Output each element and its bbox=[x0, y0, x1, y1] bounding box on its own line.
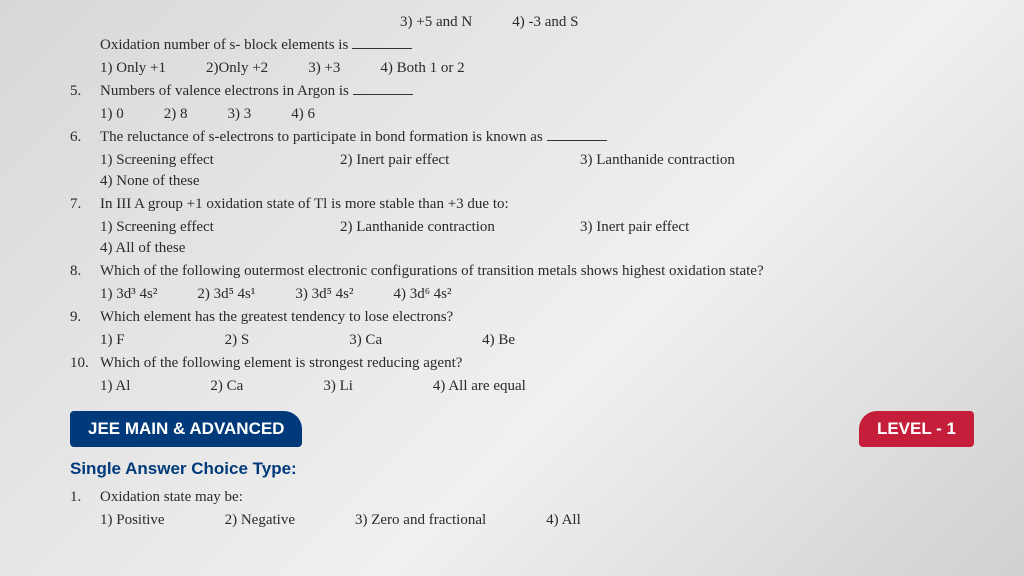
opt-3: 3) 3d⁵ 4s² bbox=[295, 284, 353, 305]
options-6: 1) Screening effect 2) Inert pair effect… bbox=[100, 150, 974, 192]
opt-4: 4) 6 bbox=[291, 104, 315, 125]
question-number: 9. bbox=[70, 307, 100, 328]
question-number: 1. bbox=[70, 487, 100, 508]
question-number: 5. bbox=[70, 81, 100, 102]
question-text: Which of the following element is strong… bbox=[100, 353, 974, 374]
question-text: Numbers of valence electrons in Argon is bbox=[100, 83, 353, 99]
blank-line bbox=[352, 48, 412, 49]
options-8: 1) 3d³ 4s² 2) 3d⁵ 4s¹ 3) 3d⁵ 4s² 4) 3d⁶ … bbox=[100, 284, 974, 305]
question-text: Oxidation number of s- block elements is bbox=[100, 37, 352, 53]
opt-4: 4) Be bbox=[482, 330, 515, 351]
partial-top-options: 3) +5 and N 4) -3 and S bbox=[400, 12, 974, 33]
opt-2: 2) 8 bbox=[164, 104, 188, 125]
options-5: 1) 0 2) 8 3) 3 4) 6 bbox=[100, 104, 974, 125]
opt-1: 1) 0 bbox=[100, 104, 124, 125]
question-4: Oxidation number of s- block elements is bbox=[70, 35, 974, 56]
opt-3: 3) +3 bbox=[308, 58, 340, 79]
opt-4: 4) -3 and S bbox=[512, 12, 578, 33]
opt-3: 3) Li bbox=[323, 376, 353, 397]
question-number: 7. bbox=[70, 194, 100, 215]
section-question-1: 1. Oxidation state may be: bbox=[70, 487, 974, 508]
opt-1: 1) F bbox=[100, 330, 125, 351]
options-4: 1) Only +1 2)Only +2 3) +3 4) Both 1 or … bbox=[100, 58, 974, 79]
opt-4: 4) All of these bbox=[100, 238, 300, 259]
opt-3: 3) Inert pair effect bbox=[580, 217, 780, 238]
opt-3: 3) +5 and N bbox=[400, 12, 472, 33]
options-9: 1) F 2) S 3) Ca 4) Be bbox=[100, 330, 974, 351]
opt-3: 3) 3 bbox=[228, 104, 252, 125]
opt-1: 1) Al bbox=[100, 376, 130, 397]
opt-4: 4) None of these bbox=[100, 171, 300, 192]
blank-line bbox=[353, 94, 413, 95]
opt-2: 2) Inert pair effect bbox=[340, 150, 540, 171]
blank-line bbox=[547, 140, 607, 141]
question-8: 8. Which of the following outermost elec… bbox=[70, 261, 974, 282]
jee-badge: JEE MAIN & ADVANCED bbox=[70, 411, 302, 447]
section-title: Single Answer Choice Type: bbox=[70, 457, 974, 481]
opt-2: 2)Only +2 bbox=[206, 58, 268, 79]
opt-2: 2) S bbox=[225, 330, 250, 351]
opt-1: 1) Only +1 bbox=[100, 58, 166, 79]
question-text: Which element has the greatest tendency … bbox=[100, 307, 974, 328]
opt-2: 2) 3d⁵ 4s¹ bbox=[197, 284, 255, 305]
opt-1: 1) Screening effect bbox=[100, 150, 300, 171]
opt-4: 4) Both 1 or 2 bbox=[380, 58, 464, 79]
question-10: 10. Which of the following element is st… bbox=[70, 353, 974, 374]
opt-2: 2) Lanthanide contraction bbox=[340, 217, 540, 238]
opt-3: 3) Lanthanide contraction bbox=[580, 150, 780, 171]
opt-1: 1) 3d³ 4s² bbox=[100, 284, 157, 305]
opt-1: 1) Positive bbox=[100, 510, 165, 531]
badge-row: JEE MAIN & ADVANCED LEVEL - 1 bbox=[70, 411, 974, 447]
opt-4: 4) All bbox=[546, 510, 581, 531]
question-number: 6. bbox=[70, 127, 100, 148]
opt-1: 1) Screening effect bbox=[100, 217, 300, 238]
section-options-1: 1) Positive 2) Negative 3) Zero and frac… bbox=[100, 510, 974, 531]
opt-4: 4) All are equal bbox=[433, 376, 526, 397]
question-text: Which of the following outermost electro… bbox=[100, 261, 974, 282]
options-10: 1) Al 2) Ca 3) Li 4) All are equal bbox=[100, 376, 974, 397]
question-6: 6. The reluctance of s-electrons to part… bbox=[70, 127, 974, 148]
opt-2: 2) Ca bbox=[210, 376, 243, 397]
options-7: 1) Screening effect 2) Lanthanide contra… bbox=[100, 217, 974, 259]
opt-3: 3) Ca bbox=[349, 330, 382, 351]
question-text: In III A group +1 oxidation state of Tl … bbox=[100, 194, 974, 215]
question-5: 5. Numbers of valence electrons in Argon… bbox=[70, 81, 974, 102]
opt-2: 2) Negative bbox=[225, 510, 295, 531]
question-number: 10. bbox=[70, 353, 100, 374]
opt-4: 4) 3d⁶ 4s² bbox=[393, 284, 451, 305]
question-9: 9. Which element has the greatest tenden… bbox=[70, 307, 974, 328]
opt-3: 3) Zero and fractional bbox=[355, 510, 486, 531]
question-text: The reluctance of s-electrons to partici… bbox=[100, 129, 547, 145]
question-7: 7. In III A group +1 oxidation state of … bbox=[70, 194, 974, 215]
question-text: Oxidation state may be: bbox=[100, 487, 974, 508]
level-badge: LEVEL - 1 bbox=[859, 411, 974, 447]
question-number: 8. bbox=[70, 261, 100, 282]
